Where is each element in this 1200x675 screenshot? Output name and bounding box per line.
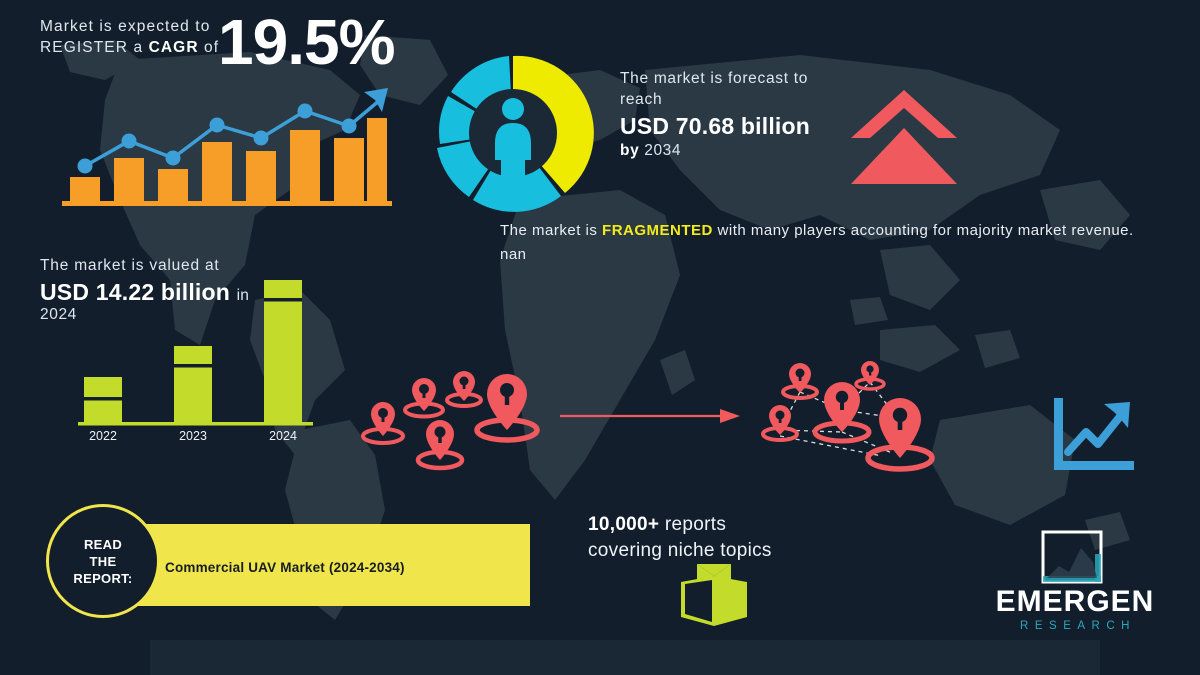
cagr-line-1: Market is expected to	[40, 18, 211, 35]
map-pins-scattered-icon	[352, 368, 552, 478]
growth-chart-bars	[62, 78, 392, 210]
read-report-line-3: REPORT:	[73, 570, 133, 586]
reports-count-block: 10,000+ reports covering niche topics	[588, 512, 888, 564]
read-report-label: READ THE REPORT:	[73, 536, 132, 587]
reports-word: reports	[659, 514, 727, 535]
read-report-line-2: THE	[89, 553, 117, 569]
cagr-text-block: Market is expected to REGISTER a CAGR of	[40, 16, 400, 58]
double-up-arrow-icon	[845, 88, 963, 188]
bar-2024	[264, 280, 302, 422]
valued-value-row: USD 14.22 billion in	[40, 279, 360, 306]
logo-wordmark: EMERGEN	[995, 585, 1155, 618]
valued-value: USD 14.22 billion	[40, 279, 231, 305]
read-report-bar[interactable]	[100, 524, 530, 606]
read-report-line-1: READ	[83, 536, 123, 552]
open-book-icon	[675, 560, 753, 630]
reports-count: 10,000+	[588, 514, 660, 535]
market-value-text-block: The market is valued at USD 14.22 billio…	[40, 255, 360, 324]
forecast-value: USD 70.68 billion	[620, 113, 811, 139]
forecast-text-block: The market is forecast to reach USD 70.6…	[620, 68, 920, 160]
fragmented-highlight: FRAGMENTED	[602, 222, 713, 239]
market-value-by-year-chart: 2022 2023 2024	[70, 272, 320, 447]
read-the-report-badge[interactable]: READ THE REPORT:	[46, 504, 160, 618]
fragmented-post: with many players accounting for majorit…	[500, 222, 1134, 263]
forecast-line-2: reach	[620, 91, 663, 108]
logo-tagline: RESEARCH	[1020, 620, 1136, 632]
valued-in-label: in	[236, 287, 250, 304]
forecast-line-1: The market is forecast to	[620, 70, 809, 87]
valued-year: 2024	[40, 306, 77, 323]
map-pins-network-icon	[752, 358, 952, 480]
bar-2023	[174, 346, 212, 422]
growth-chart-arrow-icon	[1046, 392, 1140, 478]
forecast-by: by 2034	[620, 142, 920, 160]
valued-line-1: The market is valued at	[40, 257, 220, 274]
right-arrow-icon	[560, 405, 740, 427]
fragmented-pre: The market is	[500, 222, 603, 239]
cagr-of-text: of	[198, 39, 220, 56]
reports-line-1: 10,000+ reports	[588, 512, 888, 538]
person-donut-icon	[432, 52, 594, 214]
cagr-register-text: REGISTER a	[40, 39, 149, 56]
reports-line-2: covering niche topics	[588, 540, 772, 561]
cagr-word: CAGR	[148, 39, 199, 56]
cagr-line-2: REGISTER a CAGR of	[40, 37, 400, 58]
bar-2022	[84, 377, 122, 422]
square-chart-logo-icon	[1041, 530, 1103, 584]
forecast-by-year: 2034	[644, 142, 682, 159]
emergen-research-logo: EMERGEN RESEARCH	[985, 528, 1165, 644]
svg-text:2024: 2024	[269, 429, 297, 443]
svg-text:2023: 2023	[179, 429, 207, 443]
fragmented-paragraph: The market is FRAGMENTED with many playe…	[500, 219, 1140, 267]
report-title[interactable]: Commercial UAV Market (2024-2034)	[165, 560, 405, 575]
forecast-by-label: by	[620, 142, 640, 159]
svg-text:2022: 2022	[89, 429, 117, 443]
cagr-value: 19.5%	[218, 6, 395, 78]
